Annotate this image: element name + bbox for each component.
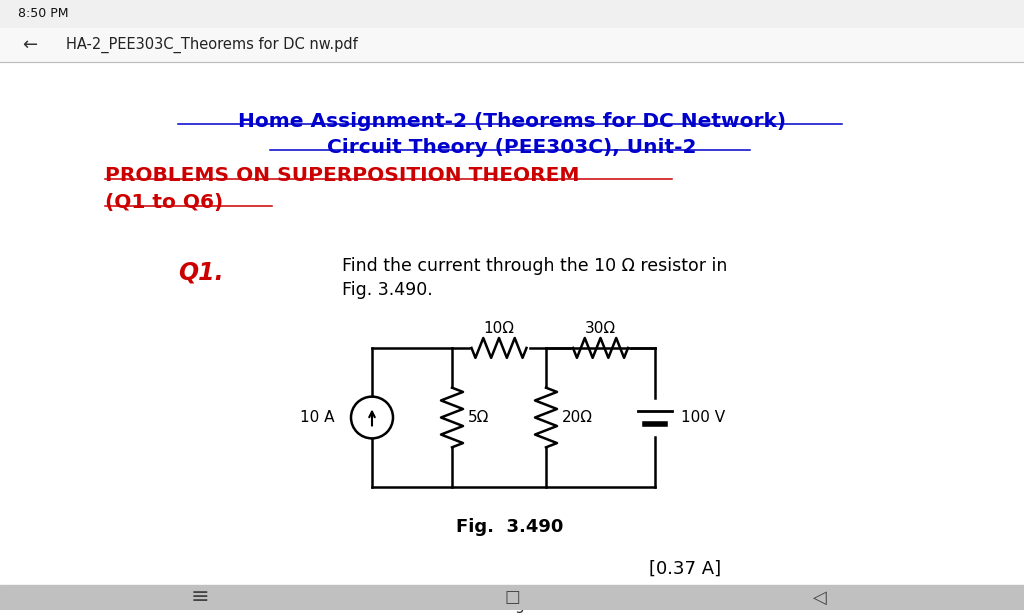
Text: Q1.: Q1. <box>178 260 223 284</box>
Bar <box>0 585 1024 610</box>
Text: ◁: ◁ <box>813 588 827 607</box>
Text: 10 A: 10 A <box>299 410 334 425</box>
Text: ←: ← <box>22 36 37 54</box>
Text: (Q1 to Q6): (Q1 to Q6) <box>105 193 223 212</box>
Text: 8:50 PM: 8:50 PM <box>18 7 69 20</box>
Text: ≡: ≡ <box>190 588 209 607</box>
Text: PROBLEMS ON SUPERPOSITION THEOREM: PROBLEMS ON SUPERPOSITION THEOREM <box>105 166 580 185</box>
Text: Home Assignment-2 (Theorems for DC Network): Home Assignment-2 (Theorems for DC Netwo… <box>238 112 786 131</box>
Text: Find the current through the 10 Ω resistor in: Find the current through the 10 Ω resist… <box>342 257 727 276</box>
Text: Find the current through the 8 Ω resistor in: Find the current through the 8 Ω resisto… <box>348 598 676 613</box>
Text: 100 V: 100 V <box>681 410 725 425</box>
Text: 5Ω: 5Ω <box>468 410 489 425</box>
Text: HA-2_PEE303C_Theorems for DC nw.pdf: HA-2_PEE303C_Theorems for DC nw.pdf <box>66 37 357 53</box>
Text: [0.37 A]: [0.37 A] <box>649 559 721 578</box>
Text: 20Ω: 20Ω <box>562 410 593 425</box>
Bar <box>0 28 1024 61</box>
Bar <box>0 0 1024 28</box>
Text: 10Ω: 10Ω <box>483 321 514 335</box>
Text: Circuit Theory (PEE303C), Unit-2: Circuit Theory (PEE303C), Unit-2 <box>328 138 696 157</box>
Text: Fig. 3.490.: Fig. 3.490. <box>342 281 433 299</box>
Text: 30Ω: 30Ω <box>585 321 616 335</box>
Text: Fig.  3.490: Fig. 3.490 <box>457 518 563 536</box>
Bar <box>0 61 1024 585</box>
Text: □: □ <box>504 588 520 607</box>
